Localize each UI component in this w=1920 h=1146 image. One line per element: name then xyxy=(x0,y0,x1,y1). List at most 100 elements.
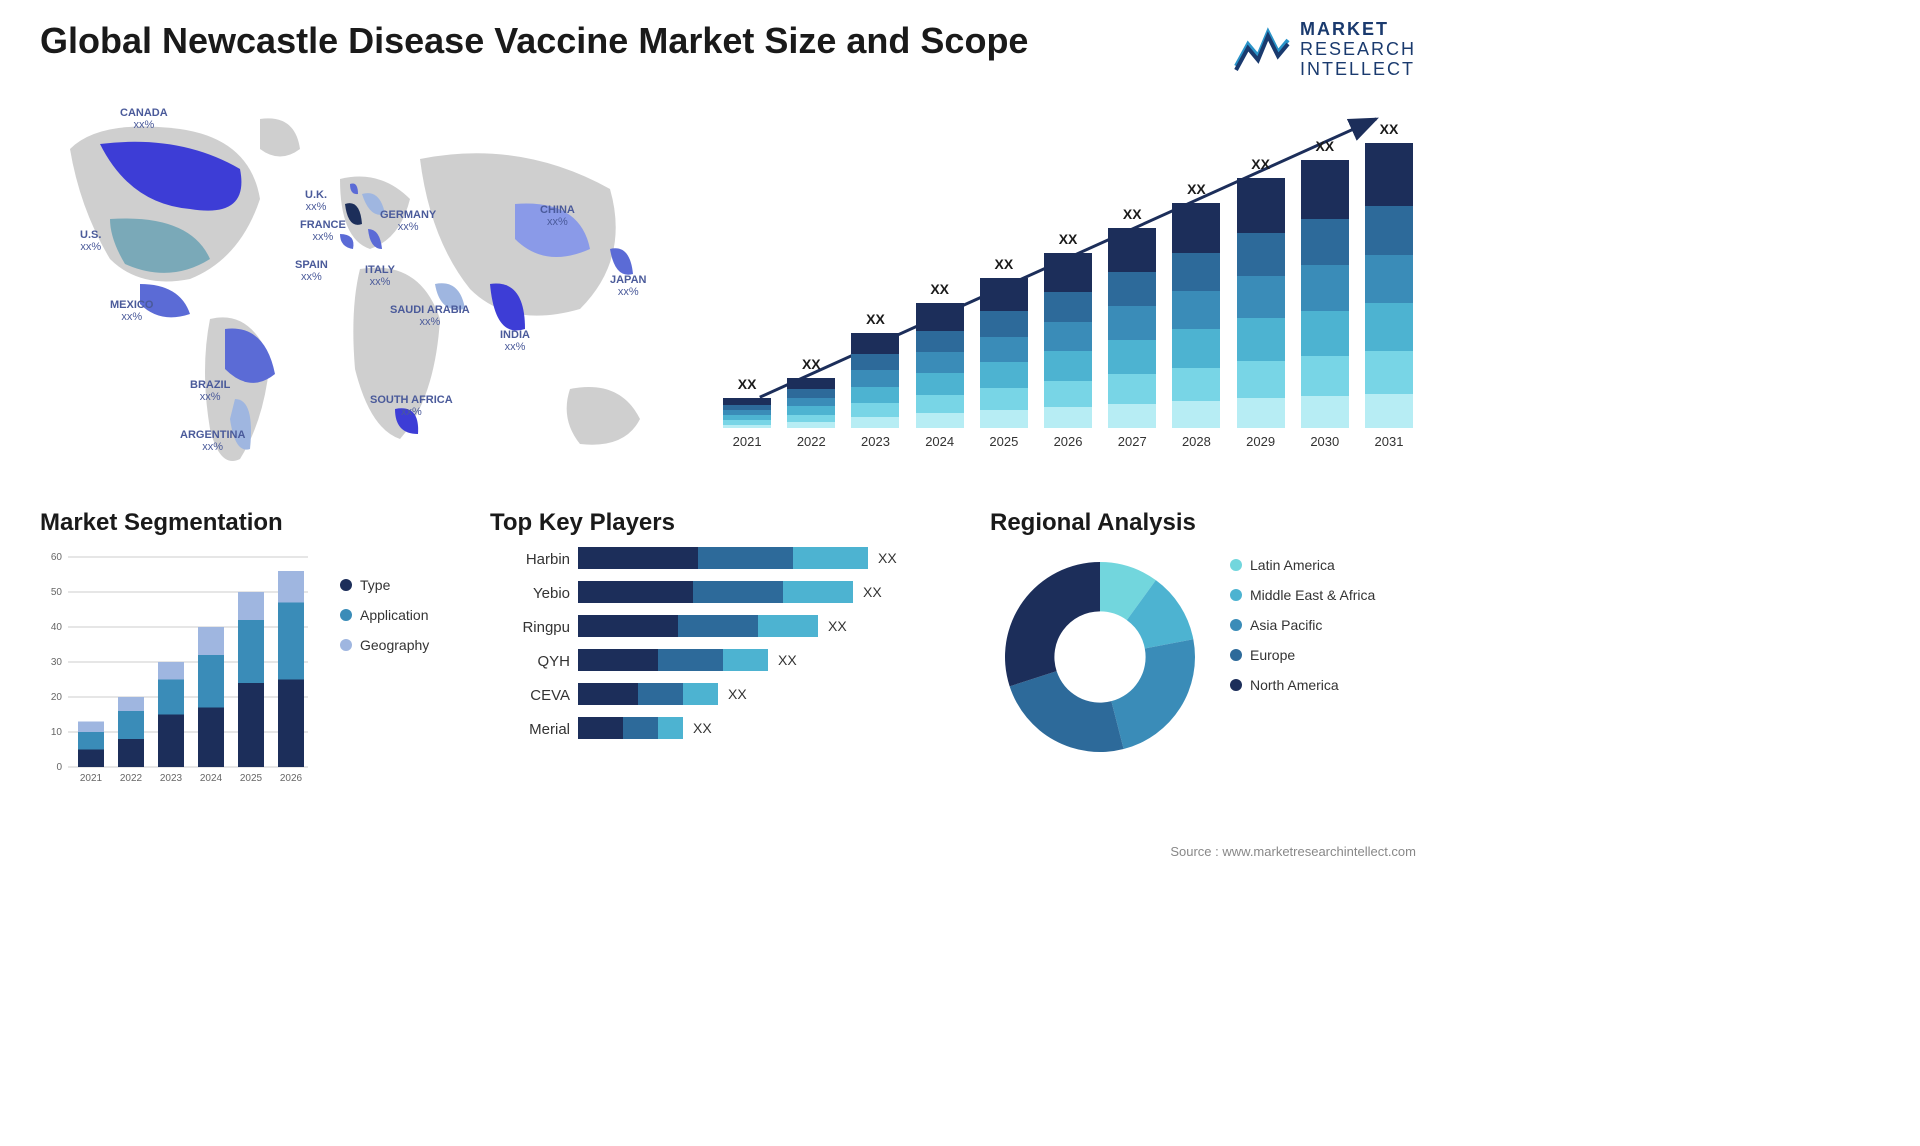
forecast-bar: XX2025 xyxy=(977,256,1031,449)
segmentation-title: Market Segmentation xyxy=(40,509,460,537)
forecast-bar: XX2024 xyxy=(913,281,967,449)
regional-title: Regional Analysis xyxy=(990,509,1416,537)
forecast-year-label: 2025 xyxy=(989,434,1018,449)
svg-text:10: 10 xyxy=(51,727,63,738)
forecast-bar-label: XX xyxy=(1059,231,1078,247)
map-label: U.K.xx% xyxy=(305,189,327,213)
player-bar-row: XX xyxy=(578,649,960,671)
donut-chart xyxy=(990,547,1210,767)
forecast-bar: XX 2026 xyxy=(1041,231,1095,449)
forecast-year-label: 2022 xyxy=(797,434,826,449)
regional-legend: Latin America Middle East & Africa Asia Pa… xyxy=(1230,547,1375,767)
forecast-year-label: 2027 xyxy=(1118,434,1147,449)
world-map-panel: CANADAxx% U.S.xx% MEXICOxx% BRAZILxx% ARGENT… xyxy=(40,89,680,489)
forecast-bar: XX 2029 xyxy=(1234,156,1288,449)
player-value: XX xyxy=(828,618,847,634)
forecast-year-label: 2024 xyxy=(925,434,954,449)
forecast-bar: XX 2021 xyxy=(720,376,774,449)
forecast-bar-label: XX xyxy=(1251,156,1270,172)
legend-item: Europe xyxy=(1230,647,1375,663)
player-value: XX xyxy=(693,720,712,736)
legend-item: Type xyxy=(340,577,429,593)
map-label: GERMANYxx% xyxy=(380,209,436,233)
forecast-bar: XX 2027 xyxy=(1105,206,1159,449)
player-bar-row: XX xyxy=(578,581,960,603)
player-bar-row: XX xyxy=(578,683,960,705)
logo-icon xyxy=(1234,26,1290,74)
forecast-year-label: 2031 xyxy=(1375,434,1404,449)
world-map xyxy=(40,89,680,489)
svg-text:30: 30 xyxy=(51,657,63,668)
svg-text:60: 60 xyxy=(51,552,63,563)
map-label: JAPANxx% xyxy=(610,274,646,298)
legend-item: Asia Pacific xyxy=(1230,617,1375,633)
player-name: Harbin xyxy=(526,551,570,573)
map-label: SPAINxx% xyxy=(295,259,328,283)
forecast-bar-label: XX xyxy=(866,311,885,327)
player-bar-row: XX xyxy=(578,547,960,569)
forecast-bar: XX 2028 xyxy=(1169,181,1223,449)
forecast-bar-label: XX xyxy=(802,356,821,372)
forecast-bar-label: XX xyxy=(1187,181,1206,197)
players-title: Top Key Players xyxy=(490,509,960,537)
logo-line-3: INTELLECT xyxy=(1300,60,1416,80)
forecast-chart: XX2021XX2022XX2023XX2024XX2025XX2026XX20… xyxy=(720,89,1416,489)
forecast-bar: XX 2023 xyxy=(848,311,902,449)
segmentation-panel: Market Segmentation 0 10 20 30 40 50 60 2021 20… xyxy=(40,509,460,797)
brand-logo: MARKET RESEARCH INTELLECT xyxy=(1234,20,1416,79)
map-label: SAUDI ARABIAxx% xyxy=(390,304,470,328)
forecast-year-label: 2028 xyxy=(1182,434,1211,449)
map-label: U.S.xx% xyxy=(80,229,101,253)
svg-text:0: 0 xyxy=(56,762,62,773)
player-bar-row: XX xyxy=(578,615,960,637)
map-label: SOUTH AFRICAxx% xyxy=(370,394,453,418)
forecast-year-label: 2029 xyxy=(1246,434,1275,449)
player-value: XX xyxy=(728,686,747,702)
player-names: HarbinYebioRingpuQYHCEVAMerial xyxy=(490,547,570,743)
svg-text:2021: 2021 xyxy=(80,773,103,784)
svg-text:50: 50 xyxy=(51,587,63,598)
forecast-bar: XX 2022 xyxy=(784,356,838,449)
map-label: MEXICOxx% xyxy=(110,299,153,323)
player-value: XX xyxy=(863,584,882,600)
svg-text:40: 40 xyxy=(51,622,63,633)
player-value: XX xyxy=(878,550,897,566)
svg-text:2025: 2025 xyxy=(240,773,263,784)
forecast-year-label: 2030 xyxy=(1310,434,1339,449)
forecast-bar-label: XX xyxy=(738,376,757,392)
player-name: Yebio xyxy=(533,585,570,607)
forecast-bar-label: XX xyxy=(1123,206,1142,222)
forecast-year-label: 2026 xyxy=(1054,434,1083,449)
regional-panel: Regional Analysis Latin America Middle Ea… xyxy=(990,509,1416,797)
player-bars: XX XX XX XX XX XX xyxy=(578,547,960,743)
forecast-bar-label: XX xyxy=(1380,121,1399,137)
legend-item: North America xyxy=(1230,677,1375,693)
map-label: ITALYxx% xyxy=(365,264,395,288)
map-label: FRANCExx% xyxy=(300,219,346,243)
forecast-year-label: 2021 xyxy=(733,434,762,449)
player-name: QYH xyxy=(537,653,570,675)
svg-text:2023: 2023 xyxy=(160,773,183,784)
svg-text:2026: 2026 xyxy=(280,773,303,784)
logo-line-1: MARKET xyxy=(1300,20,1416,40)
forecast-bar: XX 2031 xyxy=(1362,121,1416,449)
map-label: CANADAxx% xyxy=(120,107,168,131)
player-name: Merial xyxy=(529,721,570,743)
player-value: XX xyxy=(778,652,797,668)
svg-text:2024: 2024 xyxy=(200,773,223,784)
page-title: Global Newcastle Disease Vaccine Market … xyxy=(40,20,1028,62)
map-label: ARGENTINAxx% xyxy=(180,429,245,453)
svg-text:20: 20 xyxy=(51,692,63,703)
map-label: CHINAxx% xyxy=(540,204,575,228)
legend-item: Latin America xyxy=(1230,557,1375,573)
source-credit: Source : www.marketresearchintellect.com xyxy=(1170,844,1416,859)
legend-item: Middle East & Africa xyxy=(1230,587,1375,603)
segmentation-legend: TypeApplicationGeography xyxy=(340,547,429,797)
segmentation-chart: 0102030405060 202120222023202420252026 xyxy=(40,547,320,797)
player-bar-row: XX xyxy=(578,717,960,739)
player-name: CEVA xyxy=(530,687,570,709)
map-label: INDIAxx% xyxy=(500,329,530,353)
forecast-year-label: 2023 xyxy=(861,434,890,449)
logo-line-2: RESEARCH xyxy=(1300,40,1416,60)
map-label: BRAZILxx% xyxy=(190,379,230,403)
